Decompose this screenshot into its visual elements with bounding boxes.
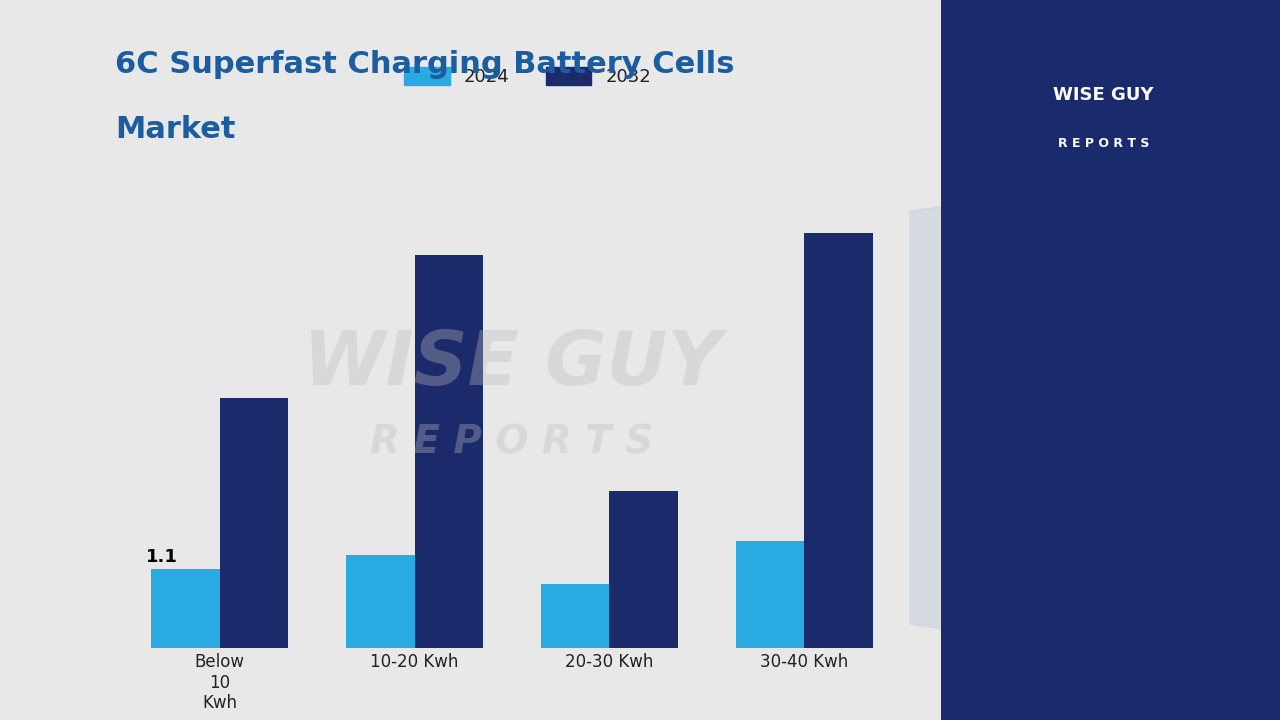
Bar [805, 233, 873, 648]
Bar [415, 255, 483, 648]
Text: R E P O R T S: R E P O R T S [1057, 137, 1149, 150]
Bar [736, 541, 805, 648]
Text: Market: Market [115, 115, 236, 144]
Bar [609, 490, 677, 648]
Legend: 2024, 2032: 2024, 2032 [397, 60, 658, 94]
Bar [151, 570, 219, 648]
Bar [541, 584, 609, 648]
Bar [347, 555, 415, 648]
Text: WISE GUY: WISE GUY [302, 328, 722, 400]
Text: R E P O R T S: R E P O R T S [370, 423, 654, 462]
Text: 6C Superfast Charging Battery Cells: 6C Superfast Charging Battery Cells [115, 50, 735, 79]
Bar [219, 397, 288, 648]
Text: 1.1: 1.1 [146, 548, 178, 566]
Text: WISE GUY: WISE GUY [1053, 86, 1153, 104]
